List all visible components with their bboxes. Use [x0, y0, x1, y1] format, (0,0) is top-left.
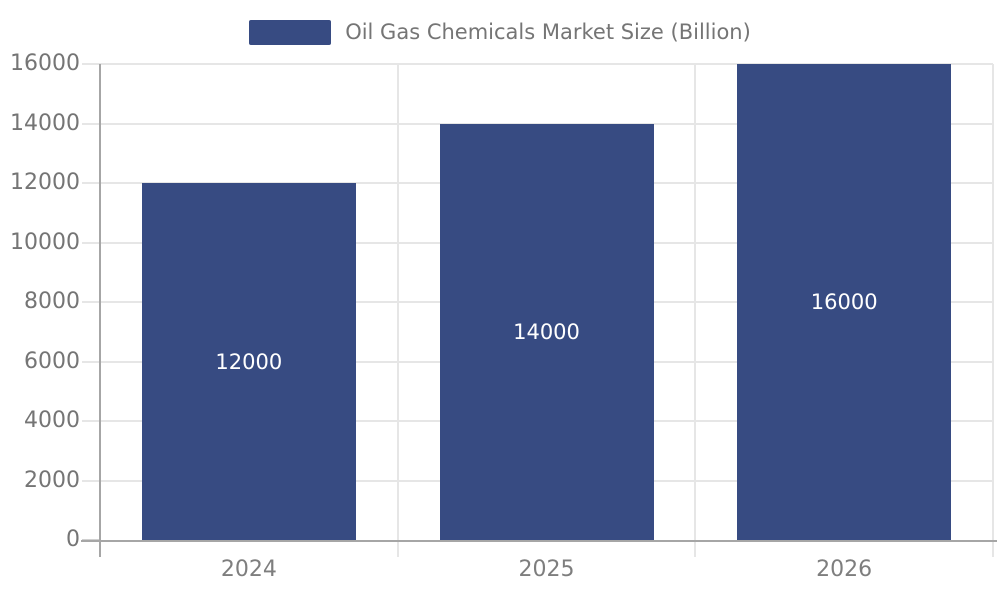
y-axis-tick-label: 8000 — [24, 289, 80, 314]
category-boundary-line — [694, 64, 697, 557]
legend-swatch — [249, 19, 332, 45]
bar[interactable] — [439, 123, 654, 540]
y-axis-tick-label: 16000 — [10, 51, 80, 76]
category-boundary-line — [396, 64, 399, 557]
plot-area: 12000 14000 16000 — [82, 63, 993, 541]
y-axis-tick-label: 2000 — [24, 467, 80, 493]
category-boundary-line — [992, 64, 994, 557]
legend[interactable]: Oil Gas Chemicals Market Size (Billion) — [0, 16, 1000, 48]
y-gridline — [82, 63, 993, 65]
bar[interactable] — [141, 183, 356, 540]
y-axis-tick-label: 6000 — [24, 348, 80, 374]
y-axis-tick-label: 4000 — [24, 408, 80, 433]
y-axis-line — [99, 64, 101, 557]
x-axis-label: 2024 — [220, 557, 277, 582]
y-axis-tick-label: 0 — [66, 527, 80, 552]
y-axis-tick-label: 10000 — [10, 229, 80, 255]
y-axis-tick-label: 12000 — [10, 170, 80, 195]
x-axis-label: 2025 — [518, 557, 575, 582]
legend-label: Oil Gas Chemicals Market Size (Billion) — [345, 20, 751, 44]
x-axis-label: 2026 — [816, 557, 873, 582]
bar[interactable] — [737, 64, 952, 540]
y-axis-tick-label: 14000 — [10, 110, 80, 136]
x-axis-line — [81, 540, 997, 542]
